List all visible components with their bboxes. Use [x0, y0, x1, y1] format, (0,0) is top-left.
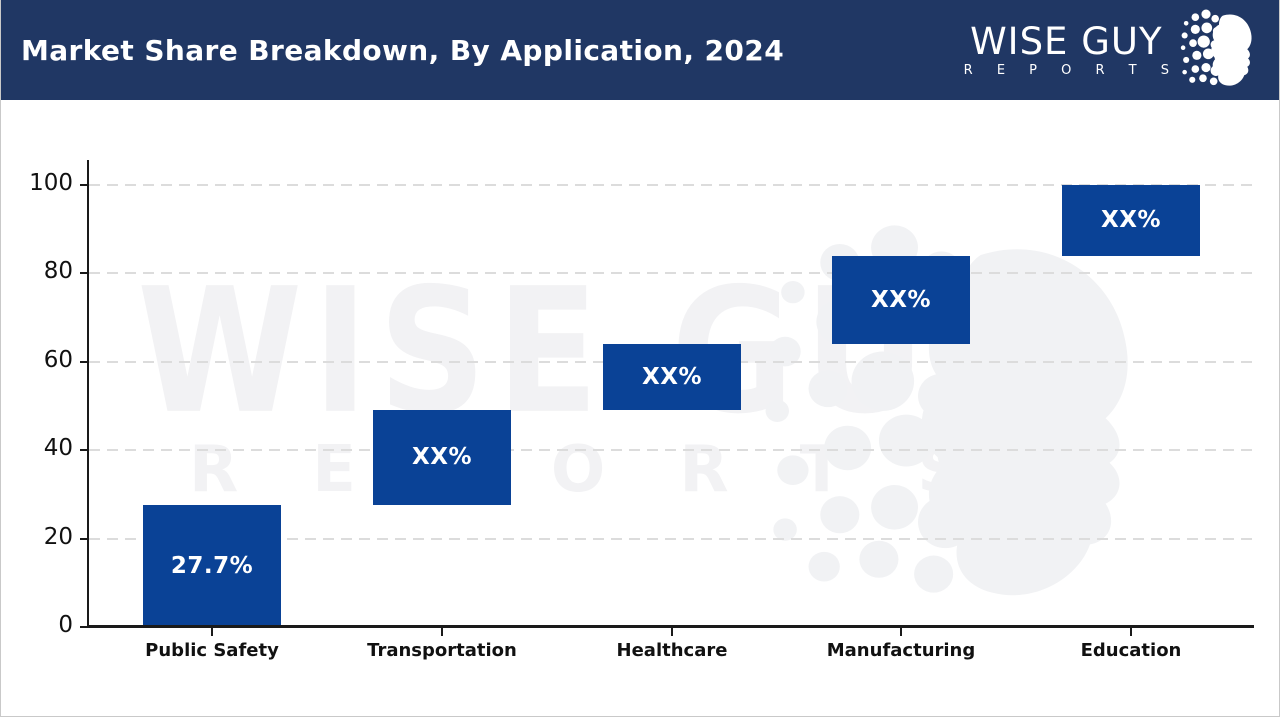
- bar-manufacturing: XX%: [832, 255, 970, 345]
- bar-value-label-manufacturing: XX%: [870, 286, 931, 313]
- bar-value-label-healthcare: XX%: [641, 364, 702, 391]
- bar-transportation: XX%: [373, 410, 511, 505]
- bar-public-safety: 27.7%: [143, 504, 281, 627]
- logo-subtitle: R E P O R T S: [963, 63, 1179, 78]
- y-axis-line: [87, 160, 89, 628]
- bar-value-label-transportation: XX%: [411, 444, 472, 471]
- gridline-40: [89, 449, 1254, 452]
- bar-value-label-education: XX%: [1100, 207, 1161, 234]
- y-axis-tick-label-40: 40: [43, 435, 73, 462]
- y-tick-20: [80, 537, 88, 540]
- y-tick-80: [80, 272, 88, 275]
- x-axis-category-label-transportation: Transportation: [367, 640, 517, 661]
- x-tick-healthcare: [671, 628, 673, 636]
- x-tick-transportation: [441, 628, 443, 636]
- logo-text: WISE GUY R E P O R T S: [954, 23, 1179, 77]
- y-axis-tick-label-100: 100: [29, 170, 73, 196]
- x-axis-category-label-manufacturing: Manufacturing: [826, 640, 976, 661]
- y-axis-tick-label-80: 80: [43, 258, 73, 285]
- x-tick-manufacturing: [900, 628, 902, 636]
- page-title: Market Share Breakdown, By Application, …: [21, 33, 785, 67]
- gridline-20: [89, 537, 1254, 540]
- gridline-80: [89, 272, 1254, 275]
- y-tick-100: [80, 184, 88, 186]
- y-axis-tick-label-60: 60: [43, 346, 73, 373]
- y-axis-tick-label-0: 0: [58, 612, 73, 638]
- x-tick-public-safety: [211, 628, 213, 636]
- gridline-100: [89, 184, 1254, 186]
- y-tick-0: [80, 626, 88, 628]
- x-axis-category-label-education: Education: [1080, 640, 1182, 661]
- bar-value-label-public-safety: 27.7%: [170, 552, 254, 579]
- logo-wordmark: WISE GUY: [970, 20, 1163, 63]
- y-axis-tick-label-20: 20: [43, 523, 73, 550]
- x-tick-education: [1130, 628, 1132, 636]
- header-bar: Market Share Breakdown, By Application, …: [1, 0, 1279, 100]
- y-tick-40: [80, 449, 88, 452]
- x-axis-category-label-public-safety: Public Safety: [145, 640, 279, 661]
- x-axis-line: [87, 625, 1254, 628]
- wise-guy-logo: WISE GUY R E P O R T S: [954, 8, 1265, 92]
- bar-education: XX%: [1062, 185, 1200, 256]
- x-axis-category-label-healthcare: Healthcare: [616, 640, 728, 661]
- y-tick-60: [80, 360, 88, 363]
- wise-guy-face-icon: [1180, 9, 1252, 86]
- bar-healthcare: XX%: [603, 344, 741, 411]
